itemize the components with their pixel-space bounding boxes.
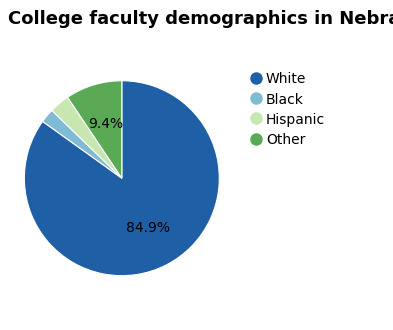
Text: 84.9%: 84.9% bbox=[126, 221, 170, 236]
Legend: White, Black, Hispanic, Other: White, Black, Hispanic, Other bbox=[248, 68, 329, 151]
Text: College faculty demographics in Nebraska: College faculty demographics in Nebraska bbox=[8, 10, 393, 28]
Wedge shape bbox=[42, 110, 122, 178]
Wedge shape bbox=[52, 97, 122, 178]
Wedge shape bbox=[68, 81, 122, 178]
Wedge shape bbox=[24, 81, 219, 276]
Text: 9.4%: 9.4% bbox=[88, 117, 123, 131]
